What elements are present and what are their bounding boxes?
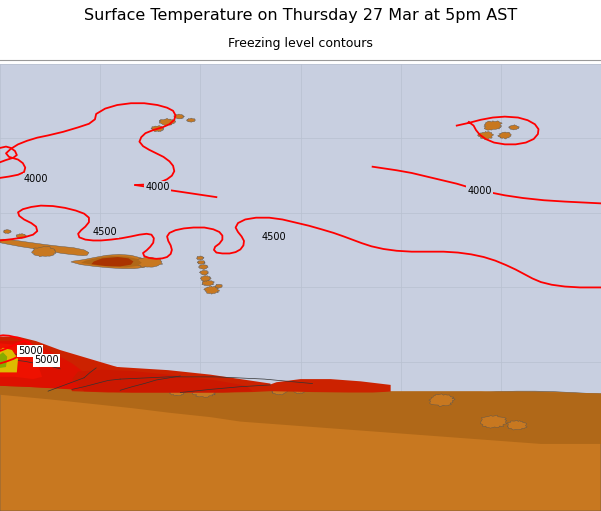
Polygon shape <box>0 341 84 389</box>
Polygon shape <box>264 379 391 392</box>
Polygon shape <box>0 386 601 444</box>
Polygon shape <box>272 387 288 395</box>
Polygon shape <box>0 343 42 379</box>
Polygon shape <box>0 348 18 373</box>
Polygon shape <box>197 261 206 264</box>
Polygon shape <box>0 239 89 256</box>
Polygon shape <box>477 131 493 140</box>
Polygon shape <box>215 284 222 288</box>
Polygon shape <box>4 229 11 234</box>
Polygon shape <box>159 119 175 125</box>
Text: Freezing level contours: Freezing level contours <box>228 37 373 50</box>
Polygon shape <box>200 275 211 282</box>
Text: 4500: 4500 <box>261 232 285 242</box>
Polygon shape <box>204 286 219 294</box>
Polygon shape <box>480 415 507 428</box>
Polygon shape <box>0 352 7 368</box>
Polygon shape <box>81 256 142 267</box>
Polygon shape <box>71 254 149 269</box>
Polygon shape <box>192 388 216 398</box>
Text: 4500: 4500 <box>93 227 117 237</box>
Polygon shape <box>72 370 252 392</box>
Polygon shape <box>202 280 215 286</box>
Polygon shape <box>135 258 163 267</box>
Polygon shape <box>32 247 56 257</box>
Text: 4000: 4000 <box>468 185 492 196</box>
Text: Surface Temperature on Thursday 27 Mar at 5pm AST: Surface Temperature on Thursday 27 Mar a… <box>84 8 517 23</box>
Polygon shape <box>60 366 270 392</box>
Polygon shape <box>91 257 133 266</box>
Polygon shape <box>197 256 204 260</box>
Polygon shape <box>151 126 164 132</box>
Polygon shape <box>200 270 209 275</box>
Polygon shape <box>507 420 527 430</box>
Text: 5000: 5000 <box>18 345 42 356</box>
Polygon shape <box>498 132 511 139</box>
Polygon shape <box>429 394 455 407</box>
Polygon shape <box>16 234 26 238</box>
Text: 4000: 4000 <box>24 174 48 184</box>
Polygon shape <box>508 125 519 130</box>
Polygon shape <box>0 386 601 511</box>
Polygon shape <box>198 264 208 269</box>
Text: 4000: 4000 <box>145 182 169 192</box>
Polygon shape <box>174 114 185 119</box>
Text: 5000: 5000 <box>35 356 59 365</box>
Polygon shape <box>484 121 502 130</box>
Polygon shape <box>186 118 195 122</box>
Polygon shape <box>293 387 306 393</box>
Polygon shape <box>0 337 192 391</box>
Polygon shape <box>169 388 185 396</box>
